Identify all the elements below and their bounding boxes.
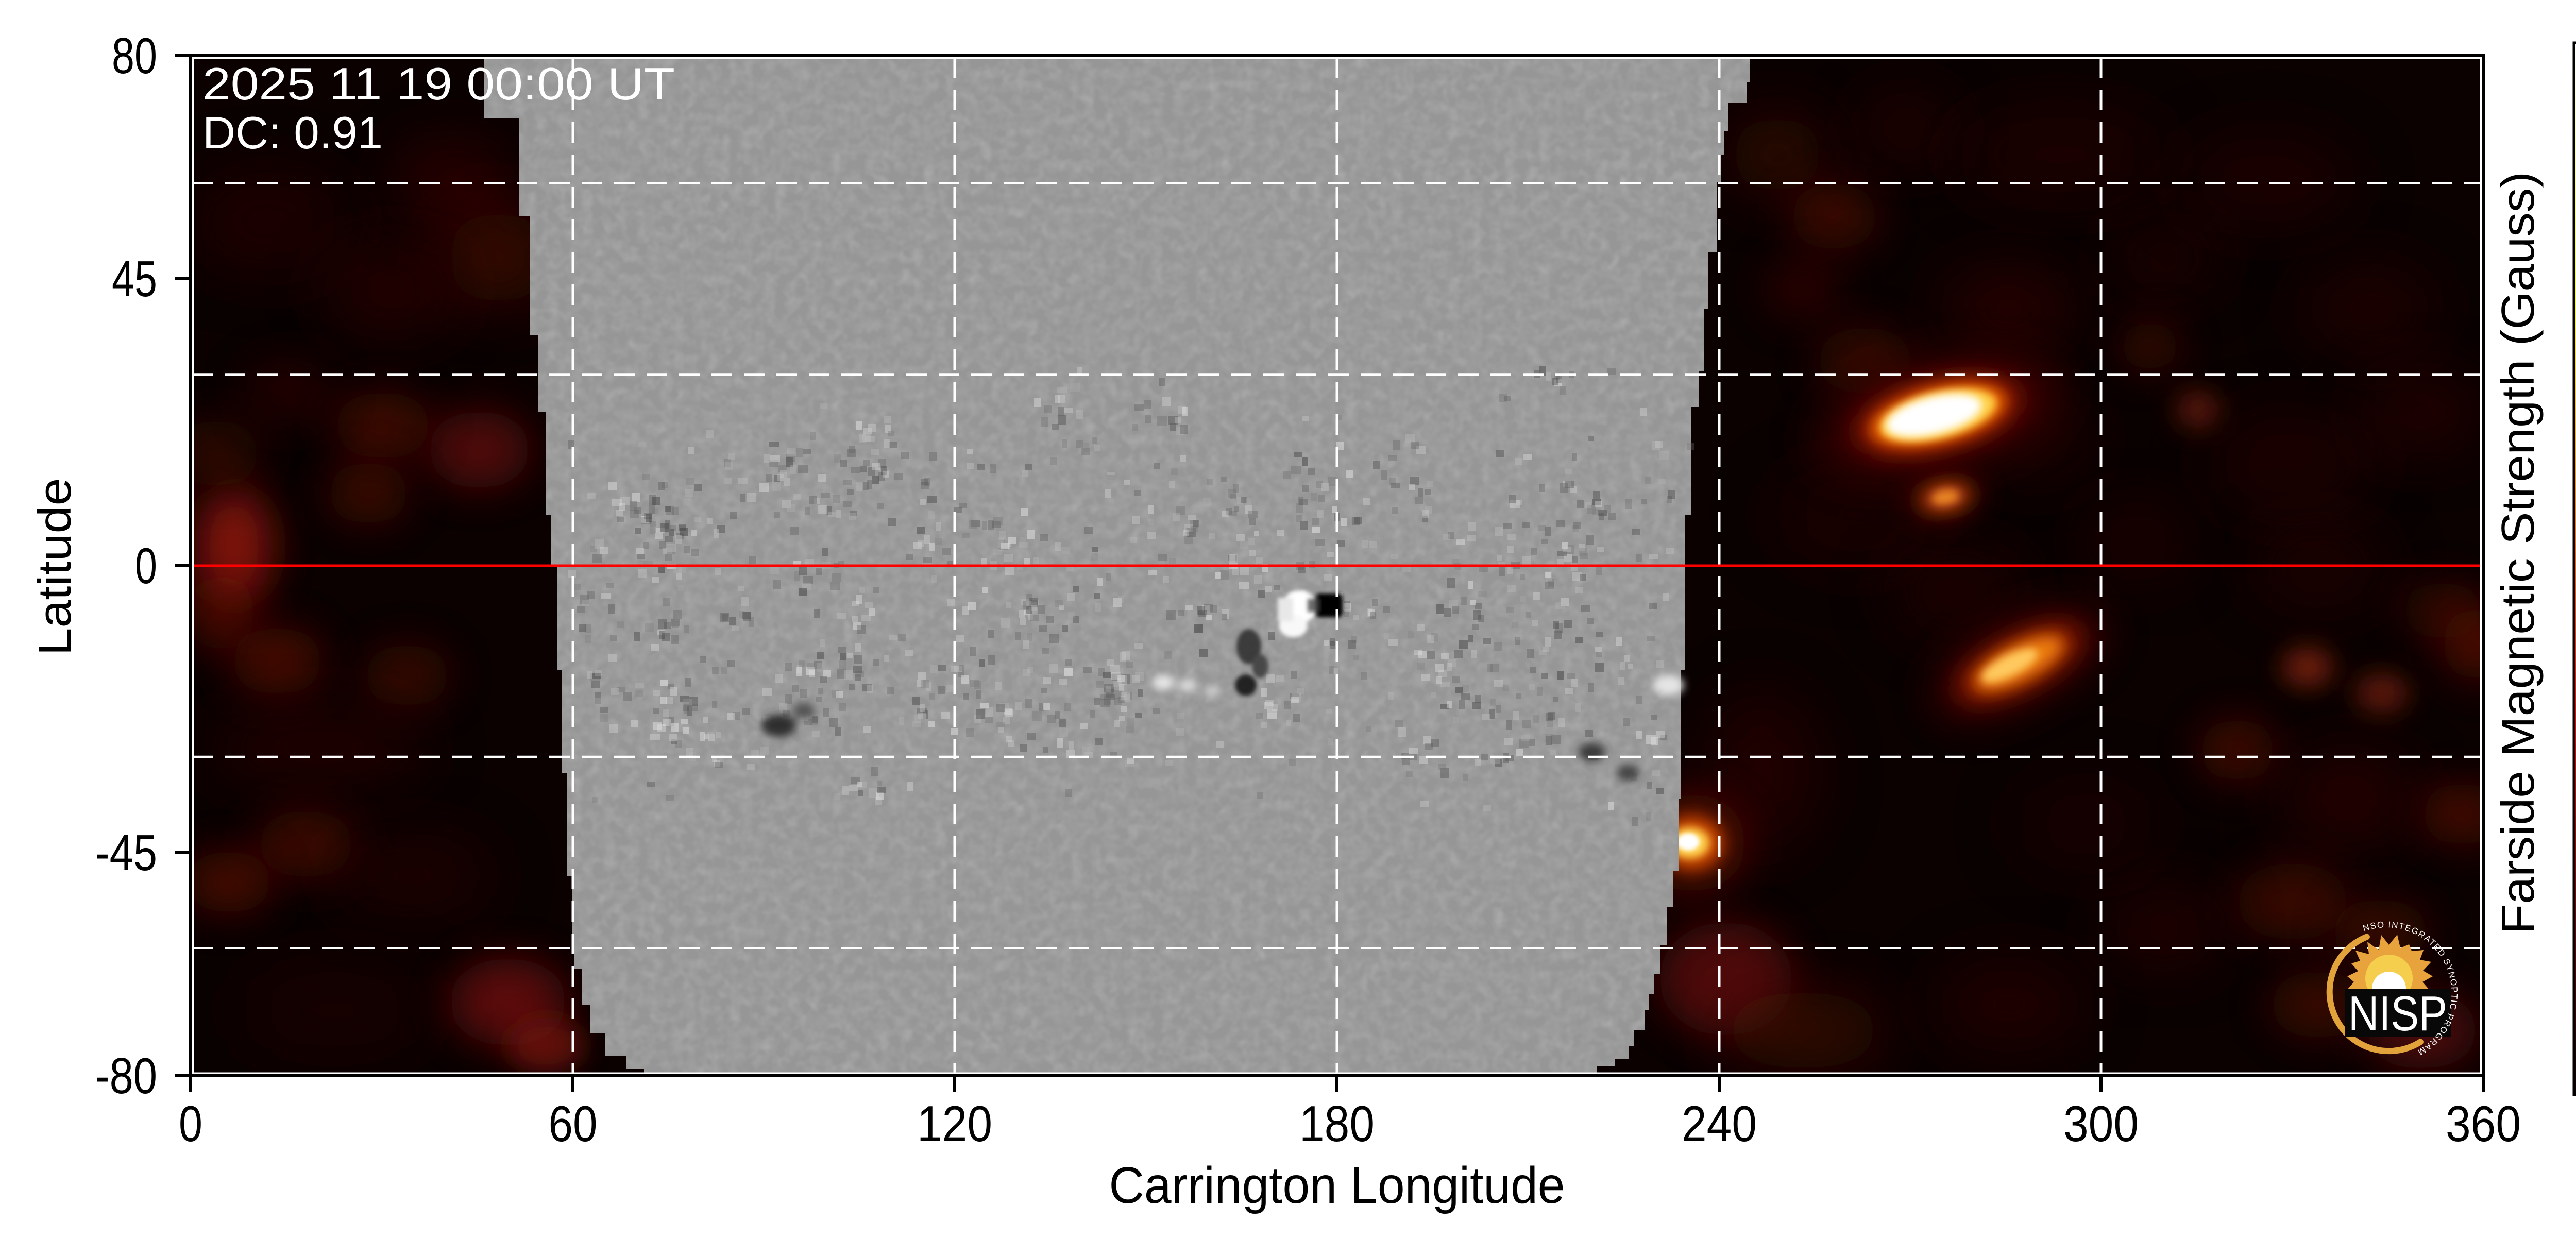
svg-text:360: 360	[2446, 1095, 2521, 1152]
svg-text:120: 120	[917, 1095, 992, 1152]
svg-text:-45: -45	[95, 824, 157, 881]
svg-text:NISP: NISP	[2348, 986, 2447, 1041]
svg-text:0: 0	[179, 1095, 202, 1152]
svg-text:Farside Magnetic Strength (Gau: Farside Magnetic Strength (Gauss)	[2493, 172, 2544, 934]
svg-text:Latitude: Latitude	[29, 478, 81, 656]
svg-text:60: 60	[549, 1095, 598, 1152]
svg-text:240: 240	[1682, 1095, 1757, 1152]
svg-text:-80: -80	[95, 1047, 157, 1104]
svg-text:DC: 0.91: DC: 0.91	[202, 107, 383, 158]
svg-text:0: 0	[135, 537, 157, 594]
svg-text:45: 45	[112, 250, 157, 307]
svg-text:2025 11 19 00:00 UT: 2025 11 19 00:00 UT	[202, 58, 675, 109]
svg-text:300: 300	[2063, 1095, 2139, 1152]
svg-text:180: 180	[1299, 1095, 1375, 1152]
svg-text:80: 80	[112, 27, 157, 84]
svg-text:Carrington Longitude: Carrington Longitude	[1109, 1157, 1565, 1214]
